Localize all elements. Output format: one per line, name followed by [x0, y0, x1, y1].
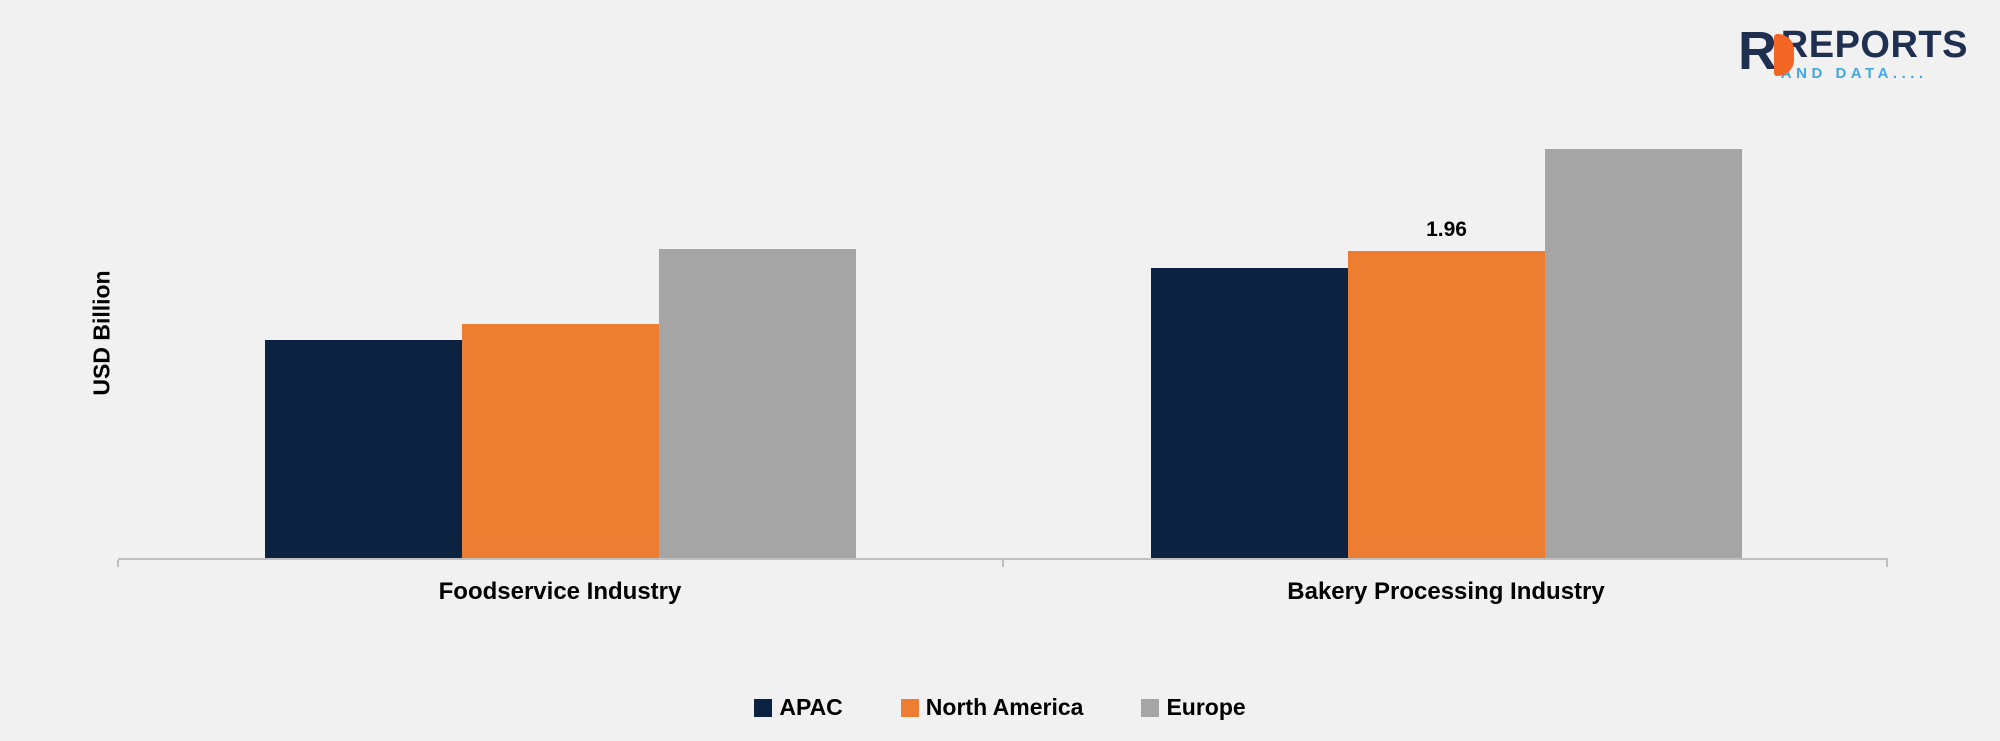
legend-item-europe: Europe	[1141, 694, 1246, 721]
legend: APAC North America Europe	[0, 694, 2000, 721]
logo-subtitle: AND DATA....	[1780, 65, 1928, 82]
brand-logo: R REPORTS AND DATA....	[1738, 24, 1968, 84]
category-label: Bakery Processing Industry	[1287, 578, 1605, 605]
legend-item-north-america: North America	[900, 694, 1084, 721]
logo-title: REPORTS	[1780, 24, 1968, 66]
bar-apac-bakery-processing-industry	[1151, 267, 1348, 558]
axis-tick-right	[1886, 560, 1888, 567]
legend-label-north-america: North America	[925, 694, 1084, 720]
legend-swatch-europe	[1141, 698, 1160, 717]
bar-europe-foodservice-industry	[659, 249, 856, 558]
logo-r-icon: R	[1738, 21, 1777, 81]
axis-tick-middle	[1002, 560, 1004, 567]
logo-text: REPORTS AND DATA....	[1781, 26, 1968, 83]
bar-apac-foodservice-industry	[265, 340, 462, 558]
legend-label-europe: Europe	[1166, 694, 1246, 720]
legend-swatch-apac	[754, 698, 773, 717]
bar-north-america-bakery-processing-industry	[1348, 250, 1545, 558]
bar-europe-bakery-processing-industry	[1545, 148, 1742, 558]
legend-swatch-north-america	[900, 698, 919, 717]
axis-tick-left	[117, 560, 119, 567]
legend-label-apac: APAC	[779, 694, 843, 720]
logo-mark: R	[1738, 24, 1794, 80]
x-axis-line	[118, 558, 1888, 560]
legend-item-apac: APAC	[754, 694, 843, 721]
y-axis-label: USD Billion	[88, 270, 115, 396]
logo-d-icon	[1774, 34, 1794, 76]
data-label-north-america-bakery-processing-industry: 1.96	[1426, 217, 1467, 241]
bar-north-america-foodservice-industry	[462, 324, 659, 558]
category-label: Foodservice Industry	[438, 578, 682, 605]
